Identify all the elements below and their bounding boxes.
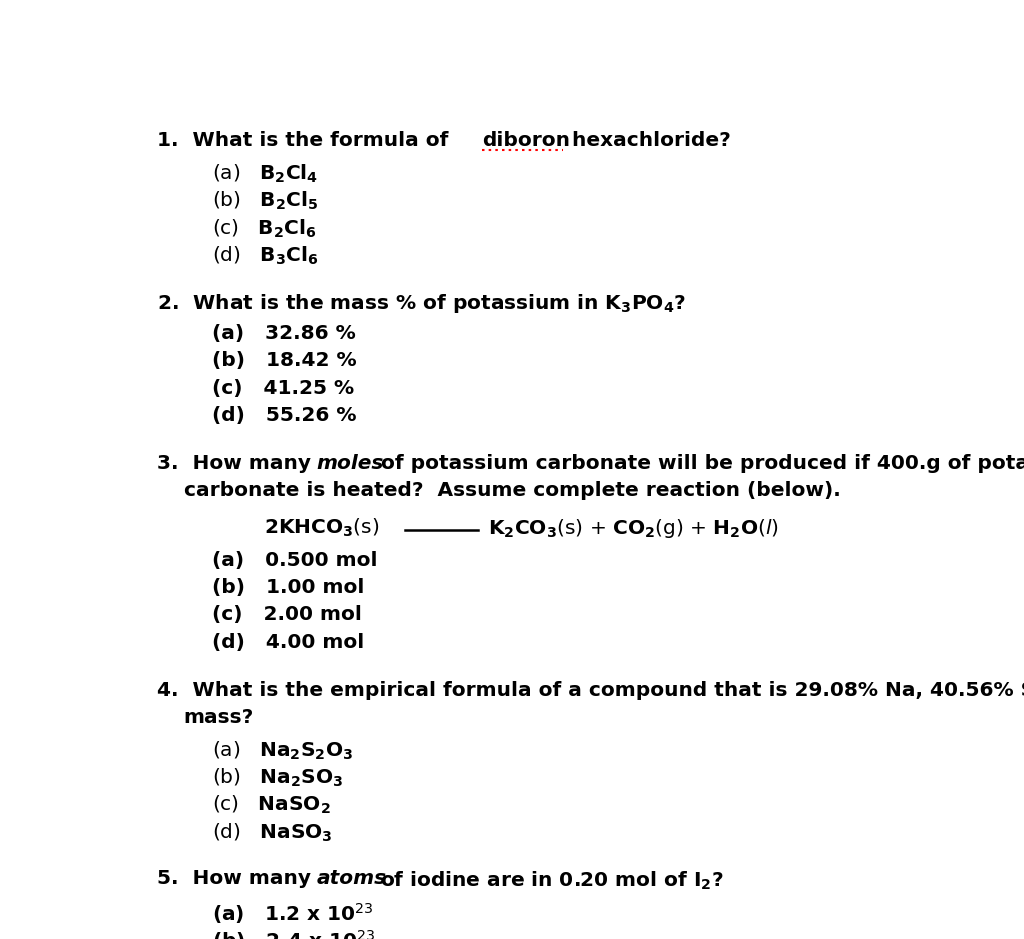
Text: 4.  What is the empirical formula of a compound that is 29.08% Na, 40.56% S, and: 4. What is the empirical formula of a co…	[158, 681, 1024, 700]
Text: (d)   4.00 mol: (d) 4.00 mol	[212, 633, 364, 652]
Text: (b)   2.4 x 10$^{23}$: (b) 2.4 x 10$^{23}$	[212, 928, 375, 939]
Text: moles: moles	[316, 454, 384, 472]
Text: $\mathbf{2KHCO_3}$(s): $\mathbf{2KHCO_3}$(s)	[263, 516, 379, 539]
Text: 2.  What is the mass % of potassium in $\mathbf{K_3PO_4}$?: 2. What is the mass % of potassium in $\…	[158, 292, 686, 316]
Text: (c)   2.00 mol: (c) 2.00 mol	[212, 606, 361, 624]
Text: (d)   $\mathbf{B_3Cl_6}$: (d) $\mathbf{B_3Cl_6}$	[212, 244, 318, 267]
Text: diboron: diboron	[482, 131, 570, 150]
Text: (c)   $\mathbf{B_2Cl_6}$: (c) $\mathbf{B_2Cl_6}$	[212, 217, 316, 239]
Text: carbonate is heated?  Assume complete reaction (below).: carbonate is heated? Assume complete rea…	[183, 481, 841, 500]
Text: (b)   1.00 mol: (b) 1.00 mol	[212, 578, 365, 597]
Text: (a)   $\mathbf{Na_2S_2O_3}$: (a) $\mathbf{Na_2S_2O_3}$	[212, 739, 353, 762]
Text: (c)   41.25 %: (c) 41.25 %	[212, 378, 354, 397]
Text: (c)   $\mathbf{NaSO_2}$: (c) $\mathbf{NaSO_2}$	[212, 794, 331, 816]
Text: (b)   $\mathbf{Na_2SO_3}$: (b) $\mathbf{Na_2SO_3}$	[212, 767, 343, 789]
Text: 1.  What is the formula of: 1. What is the formula of	[158, 131, 456, 150]
Text: of potassium carbonate will be produced if 400.g of potassium hydrogen: of potassium carbonate will be produced …	[375, 454, 1024, 472]
Text: (a)   $\mathbf{B_2Cl_4}$: (a) $\mathbf{B_2Cl_4}$	[212, 162, 317, 185]
Text: atoms: atoms	[316, 870, 386, 888]
Text: 3.  How many: 3. How many	[158, 454, 318, 472]
Text: (a)   0.500 mol: (a) 0.500 mol	[212, 551, 377, 570]
Text: $\mathbf{K_2CO_3}$(s) + $\mathbf{CO_2}$(g) + $\mathbf{H_2O}$($l$): $\mathbf{K_2CO_3}$(s) + $\mathbf{CO_2}$(…	[487, 516, 778, 540]
Text: (a)   1.2 x 10$^{23}$: (a) 1.2 x 10$^{23}$	[212, 901, 374, 926]
Text: mass?: mass?	[183, 708, 254, 727]
Text: (a)   32.86 %: (a) 32.86 %	[212, 324, 355, 343]
Text: 5.  How many: 5. How many	[158, 870, 318, 888]
Text: (b)   18.42 %: (b) 18.42 %	[212, 351, 356, 370]
Text: (d)   $\mathbf{NaSO_3}$: (d) $\mathbf{NaSO_3}$	[212, 822, 333, 843]
Text: (b)   $\mathbf{B_2Cl_5}$: (b) $\mathbf{B_2Cl_5}$	[212, 190, 318, 212]
Text: hexachloride?: hexachloride?	[564, 131, 730, 150]
Text: (d)   55.26 %: (d) 55.26 %	[212, 406, 356, 424]
Text: of iodine are in 0.20 mol of $\mathbf{I_2}$?: of iodine are in 0.20 mol of $\mathbf{I_…	[373, 870, 723, 891]
